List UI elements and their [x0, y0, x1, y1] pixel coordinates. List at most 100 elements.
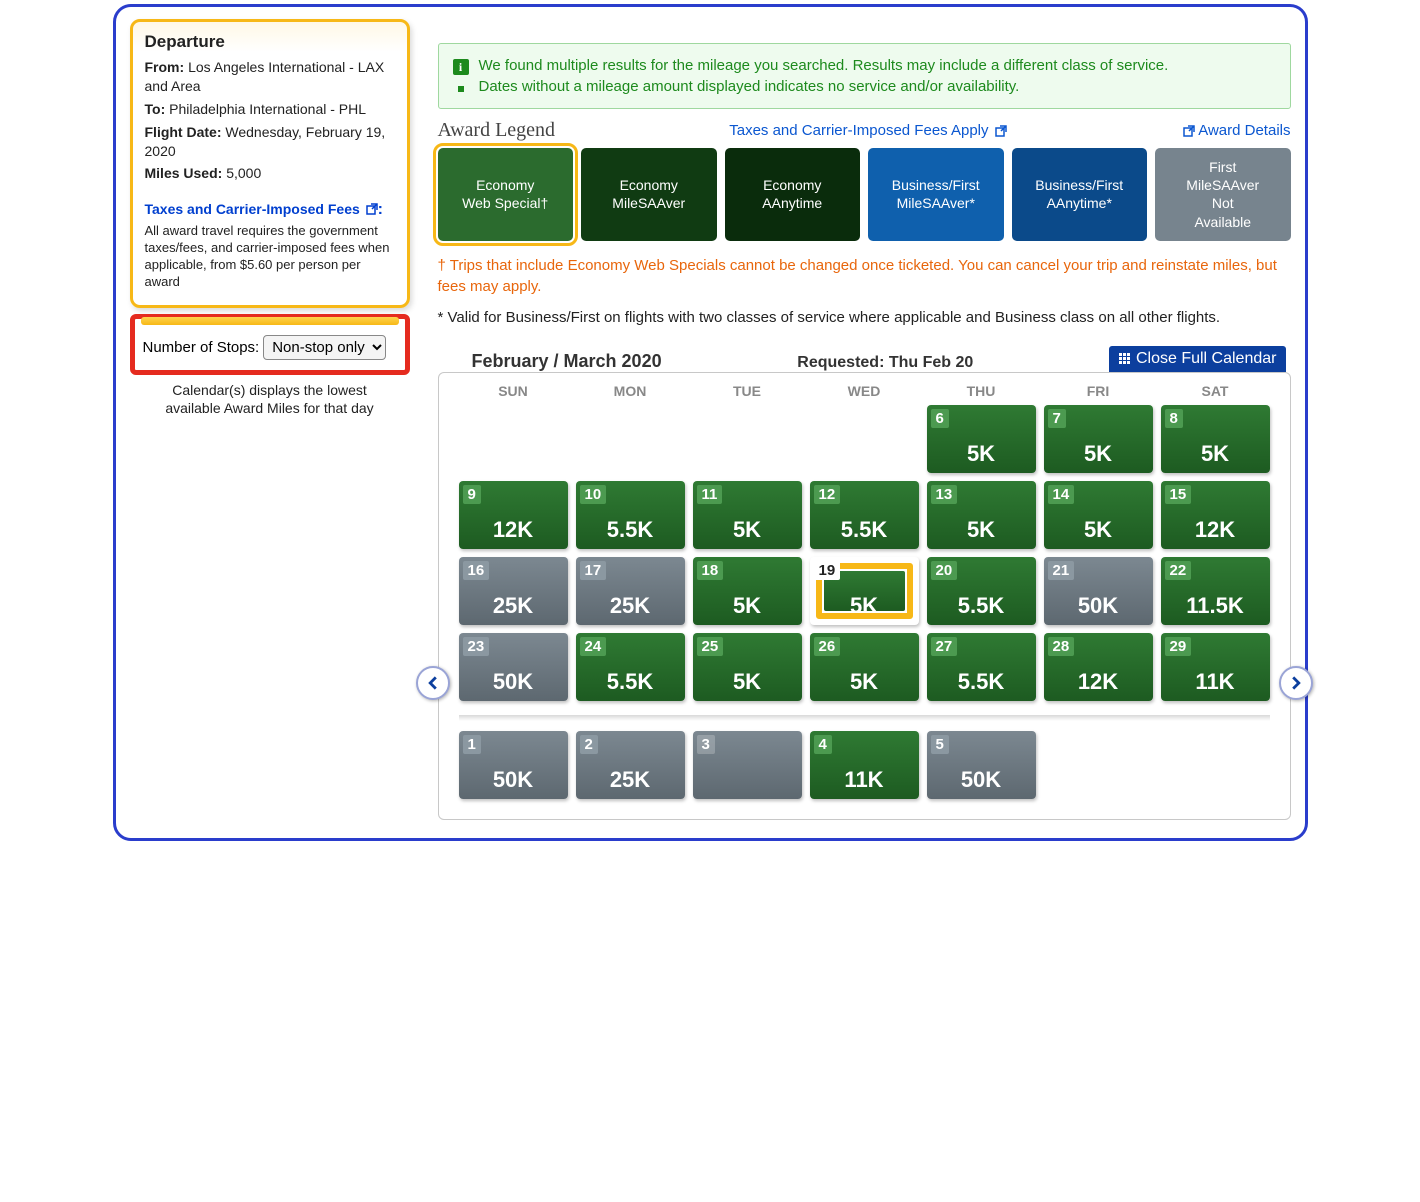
calendar-cell[interactable]: 275.5K [927, 633, 1036, 701]
calendar-cell[interactable]: 2150K [1044, 557, 1153, 625]
calendar-prev-button[interactable] [416, 666, 450, 700]
calendar-cell[interactable]: 1725K [576, 557, 685, 625]
calendar-cell[interactable]: 3 [693, 731, 802, 799]
booking-panel: Departure From: Los Angeles Internationa… [113, 4, 1308, 841]
calendar-title: February / March 2020 [442, 351, 662, 372]
calendar-cell[interactable]: 411K [810, 731, 919, 799]
calendar-wrap: February / March 2020 Requested: Thu Feb… [438, 346, 1291, 820]
legend-chip-4[interactable]: Business/FirstAAnytime* [1012, 148, 1148, 241]
legend-header-row: Award Legend Taxes and Carrier-Imposed F… [438, 119, 1291, 142]
calendar-day-miles: 12K [1044, 669, 1153, 695]
calendar-day-number: 27 [931, 637, 958, 656]
calendar-day-number: 6 [931, 409, 949, 428]
results-main: i We found multiple results for the mile… [438, 19, 1291, 820]
dow-label: WED [810, 383, 919, 399]
calendar-day-number: 8 [1165, 409, 1183, 428]
calendar-box: SUNMONTUEWEDTHUFRISAT 65K75K85K912K105.5… [438, 372, 1291, 820]
calendar-note-line1: Calendar(s) displays the lowest [172, 382, 367, 398]
calendar-cell[interactable]: 10 5.5K [576, 481, 685, 549]
departure-heading: Departure [145, 32, 395, 52]
calendar-cell[interactable]: 2350K [459, 633, 568, 701]
calendar-cell[interactable]: 65K [927, 405, 1036, 473]
taxes-fees-link[interactable]: Taxes and Carrier-Imposed Fees [145, 201, 378, 217]
calendar-day-number: 14 [1048, 485, 1075, 504]
legend-chip-1[interactable]: EconomyMileSAAver [581, 148, 717, 241]
calendar-cell[interactable]: 13 5K [927, 481, 1036, 549]
calendar-cell[interactable]: 205.5K [927, 557, 1036, 625]
calendar-cell[interactable]: 2 25K [576, 731, 685, 799]
to-label: To: [145, 101, 166, 117]
taxes-apply-link[interactable]: Taxes and Carrier-Imposed Fees Apply [729, 122, 1006, 139]
legend-chip-3[interactable]: Business/FirstMileSAAver* [868, 148, 1004, 241]
calendar-day-miles: 5K [927, 517, 1036, 543]
calendar-cell[interactable]: 255K [693, 633, 802, 701]
calendar-cell-blank [1161, 731, 1270, 799]
to-value: Philadelphia International - PHL [169, 101, 366, 117]
calendar-cell[interactable]: 125.5K [810, 481, 919, 549]
close-calendar-button[interactable]: Close Full Calendar [1109, 346, 1287, 372]
calendar-day-miles: 5.5K [927, 593, 1036, 619]
calendar-day-miles: 50K [1044, 593, 1153, 619]
award-details-link-text: Award Details [1198, 122, 1290, 139]
calendar-day-miles: 5.5K [810, 517, 919, 543]
calendar-week-separator [459, 715, 1270, 721]
calendar-cell-blank [810, 405, 919, 473]
calendar-header: February / March 2020 Requested: Thu Feb… [438, 346, 1291, 372]
calendar-cell[interactable]: 1625K [459, 557, 568, 625]
calendar-day-miles: 25K [576, 593, 685, 619]
calendar-next-button[interactable] [1279, 666, 1313, 700]
calendar-day-number: 19 [814, 561, 841, 580]
calendar-day-number: 23 [463, 637, 490, 656]
calendar-cell-blank [693, 405, 802, 473]
close-calendar-label: Close Full Calendar [1136, 350, 1277, 368]
taxes-colon: : [378, 201, 383, 218]
calendar-day-miles: 5K [693, 517, 802, 543]
calendar-day-number: 2 [580, 735, 598, 754]
stops-filter-box: Number of Stops: Non-stop only [130, 314, 410, 375]
calendar-cell[interactable]: 7 5K [1044, 405, 1153, 473]
calendar-day-number: 24 [580, 637, 607, 656]
calendar-day-number: 16 [463, 561, 490, 580]
legend-chip-5[interactable]: FirstMileSAAverNotAvailable [1155, 148, 1291, 241]
calendar-day-number: 7 [1048, 409, 1066, 428]
calendar-cell[interactable]: 1512K [1161, 481, 1270, 549]
external-link-icon [995, 125, 1007, 137]
calendar-day-miles: 25K [576, 767, 685, 793]
award-details-link[interactable]: Award Details [1181, 122, 1291, 139]
calendar-day-number: 28 [1048, 637, 1075, 656]
calendar-day-number: 4 [814, 735, 832, 754]
dow-label: FRI [1044, 383, 1153, 399]
calendar-cell[interactable]: 550K [927, 731, 1036, 799]
calendar-day-miles: 5K [693, 593, 802, 619]
calendar-cell[interactable]: 2211.5K [1161, 557, 1270, 625]
calendar-cell[interactable]: 85K [1161, 405, 1270, 473]
calendar-day-number: 26 [814, 637, 841, 656]
miles-used-row: Miles Used: 5,000 [145, 164, 395, 183]
info-banner: i We found multiple results for the mile… [438, 43, 1291, 109]
calendar-day-number: 13 [931, 485, 958, 504]
calendar-day-number: 5 [931, 735, 949, 754]
calendar-cell[interactable]: 265K [810, 633, 919, 701]
calendar-cell-selected[interactable]: 195K [810, 557, 919, 625]
bullet-icon [458, 86, 464, 92]
calendar-cell[interactable]: 245.5K [576, 633, 685, 701]
miles-used-label: Miles Used: [145, 165, 223, 181]
calendar-day-miles: 50K [459, 767, 568, 793]
calendar-day-miles: 5.5K [576, 517, 685, 543]
calendar-cell[interactable]: 1 50K [459, 731, 568, 799]
flight-date-row: Flight Date: Wednesday, February 19, 202… [145, 123, 395, 161]
calendar-day-number: 10 [580, 485, 607, 504]
calendar-day-number: 1 [463, 735, 481, 754]
departure-card: Departure From: Los Angeles Internationa… [130, 19, 410, 308]
calendar-cell[interactable]: 28 12K [1044, 633, 1153, 701]
calendar-cell[interactable]: 115K [693, 481, 802, 549]
calendar-cell[interactable]: 185K [693, 557, 802, 625]
stops-select[interactable]: Non-stop only [263, 335, 386, 360]
legend-chip-2[interactable]: EconomyAAnytime [725, 148, 861, 241]
calendar-cell[interactable]: 145K [1044, 481, 1153, 549]
legend-chip-0[interactable]: EconomyWeb Special† [438, 148, 574, 241]
calendar-cell[interactable]: 912K [459, 481, 568, 549]
calendar-cell[interactable]: 2911K [1161, 633, 1270, 701]
calendar-day-miles: 5K [1044, 441, 1153, 467]
dow-label: SUN [459, 383, 568, 399]
